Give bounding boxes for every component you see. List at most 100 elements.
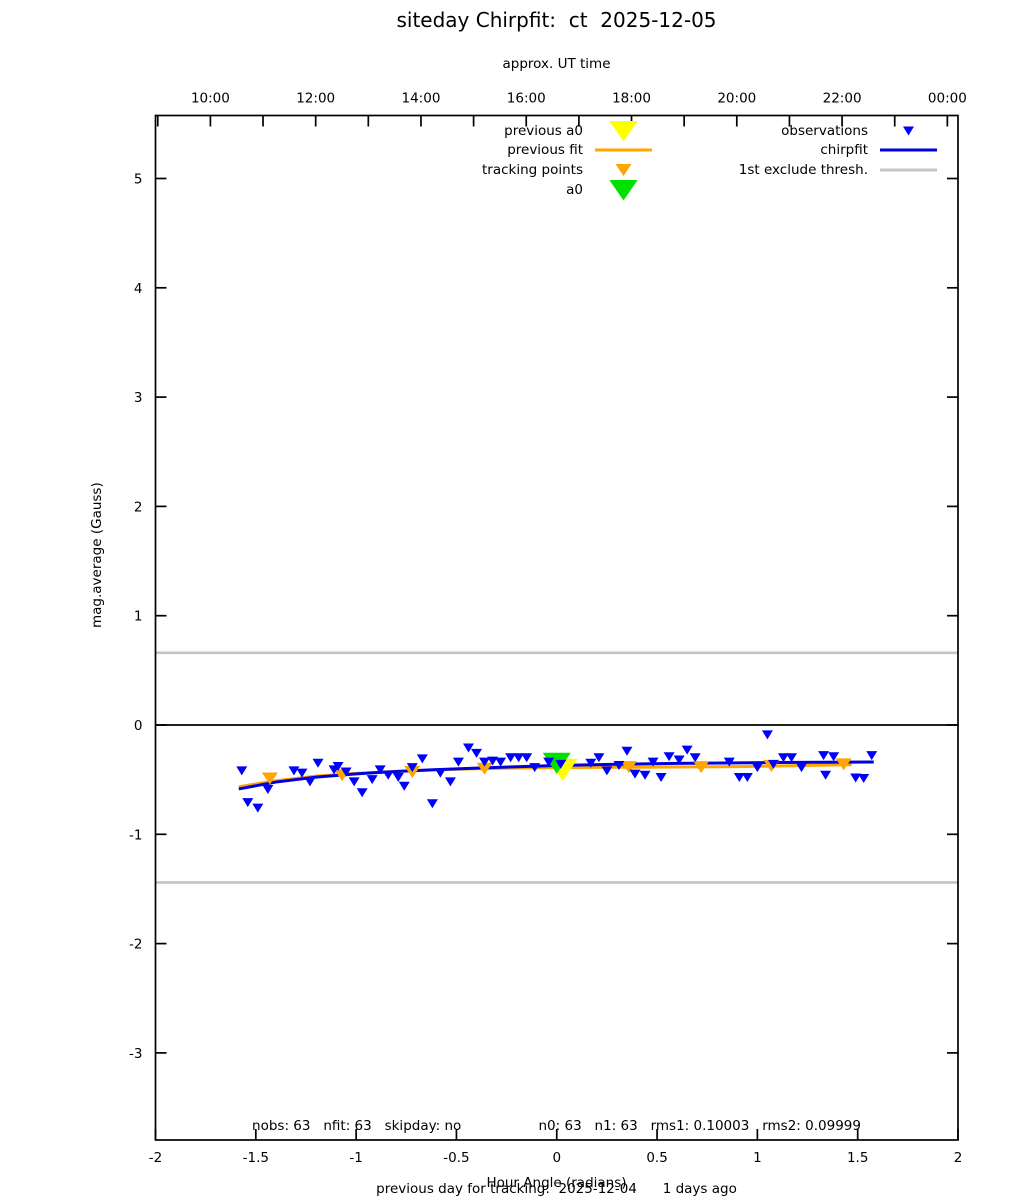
y-axis-tick-label: 2 xyxy=(134,499,143,515)
a0-triangle-icon xyxy=(595,179,652,200)
observation-marker xyxy=(513,753,525,763)
legend-label: tracking points xyxy=(482,161,583,178)
tracking-points-triangle-icon xyxy=(595,160,652,180)
1st exclude thresh.-marker-glyph xyxy=(880,168,937,172)
x-axis-tick-label: 0 xyxy=(552,1150,561,1166)
chirpfit-marker-glyph xyxy=(880,148,937,152)
observations-marker-glyph xyxy=(903,126,914,136)
chart-title: siteday Chirpfit: ct 2025-12-05 xyxy=(396,8,717,32)
observation-marker xyxy=(681,745,693,755)
observation-marker xyxy=(487,756,499,766)
x-axis-tick-label: -0.5 xyxy=(443,1150,469,1166)
tracking points-marker-glyph xyxy=(615,163,632,176)
legend-left-column: previous a0 previous fit tracking points… xyxy=(280,120,652,200)
observation-marker xyxy=(655,772,667,782)
observation-marker xyxy=(242,798,254,808)
legend-label: previous a0 xyxy=(504,122,583,139)
legend-label: 1st exclude thresh. xyxy=(738,161,868,178)
legend-item-tracking-points: tracking points xyxy=(280,160,652,180)
stats-line-1: nobs: 63 nfit: 63 skipday: no n0: 63 n1:… xyxy=(252,1118,861,1134)
observation-marker xyxy=(348,777,360,787)
tracking-point-marker xyxy=(620,761,637,774)
observation-marker xyxy=(858,774,870,784)
observation-marker xyxy=(366,775,378,785)
x-axis-tick-label: -1.5 xyxy=(243,1150,269,1166)
y-axis-tick-label: 4 xyxy=(134,281,143,297)
legend-right-column: observations chirpfit 1st exclude thresh… xyxy=(600,121,937,180)
observation-marker xyxy=(382,770,394,780)
observation-marker xyxy=(452,757,464,767)
observation-marker xyxy=(262,784,274,794)
legend-label: observations xyxy=(781,122,868,139)
tracking-point-marker xyxy=(476,762,493,775)
observation-marker xyxy=(521,753,533,763)
observation-marker xyxy=(828,752,840,762)
legend-item-a0: a0 xyxy=(280,179,652,200)
observation-marker xyxy=(629,769,641,779)
x-axis-tick-label: -1 xyxy=(349,1150,362,1166)
x-axis-tick-label: -2 xyxy=(149,1150,162,1166)
observations-marker-shape xyxy=(903,126,914,136)
y-axis-tick-label: -3 xyxy=(129,1046,142,1062)
observation-marker xyxy=(505,753,517,763)
observations-triangle-icon xyxy=(880,121,937,141)
top-axis-tick-label: 22:00 xyxy=(823,91,862,107)
1st exclude thresh.-marker-shape xyxy=(880,168,937,172)
previous fit-marker-glyph xyxy=(595,148,652,152)
observation-marker xyxy=(663,752,675,762)
y-axis-tick-label: -1 xyxy=(129,827,142,843)
x-axis-title: Hour Angle (radians) xyxy=(486,1175,627,1191)
observation-marker xyxy=(741,772,753,782)
y-axis-tick-label: 1 xyxy=(134,609,143,625)
y-axis-tick-label: -2 xyxy=(129,937,142,953)
observation-marker xyxy=(252,803,264,813)
observation-marker xyxy=(585,758,597,768)
y-axis-tick-label: 0 xyxy=(134,718,143,734)
observation-marker xyxy=(312,758,324,768)
observation-marker xyxy=(398,781,410,791)
observation-marker xyxy=(673,755,685,765)
observation-marker xyxy=(639,770,651,780)
observation-marker xyxy=(495,757,507,767)
chirpfit-marker-shape xyxy=(880,148,937,152)
observation-marker xyxy=(543,757,555,767)
top-axis-tick-label: 18:00 xyxy=(612,91,651,107)
top-axis-tick-label: 16:00 xyxy=(507,91,546,107)
top-axis-tick-label: 00:00 xyxy=(928,91,967,107)
observation-marker xyxy=(733,772,745,782)
legend-item-observations: observations xyxy=(600,121,937,141)
legend-item-chirpfit: chirpfit xyxy=(600,141,937,161)
observation-marker xyxy=(479,757,491,767)
x-axis-tick-label: 1 xyxy=(753,1150,762,1166)
y-axis-tick-label: 5 xyxy=(134,172,143,188)
tracking-point-marker xyxy=(835,758,852,771)
a0-marker-shape xyxy=(609,179,638,200)
observation-marker xyxy=(332,762,344,772)
previous a0-marker-shape xyxy=(609,120,638,141)
observation-marker xyxy=(796,763,808,773)
legend-label: previous fit xyxy=(507,142,583,159)
observation-marker xyxy=(850,773,862,783)
observation-marker xyxy=(621,746,633,756)
observation-marker xyxy=(785,753,797,763)
plot-border xyxy=(154,114,959,1141)
y-axis-tick-label: 3 xyxy=(134,390,143,406)
fit-statistics: nobs: 63 nfit: 63 skipday: no n0: 63 n1:… xyxy=(155,1074,958,1200)
observation-marker xyxy=(392,772,404,782)
observation-marker xyxy=(340,767,352,777)
x-axis-tick-label: 0.5 xyxy=(646,1150,667,1166)
observation-marker xyxy=(761,730,773,740)
a0-marker-glyph xyxy=(609,179,638,200)
observation-marker xyxy=(374,765,386,775)
top-axis-tick-label: 14:00 xyxy=(402,91,441,107)
top-axis-tick-label: 10:00 xyxy=(191,91,230,107)
observation-marker xyxy=(529,763,541,773)
observation-marker xyxy=(288,766,300,776)
previous a0-marker-glyph xyxy=(609,120,638,141)
observation-marker xyxy=(601,766,613,776)
stats-line-2: previous day for tracking: 2025-12-04 1 … xyxy=(376,1181,737,1197)
observation-marker xyxy=(767,759,779,769)
observation-marker xyxy=(296,768,308,778)
